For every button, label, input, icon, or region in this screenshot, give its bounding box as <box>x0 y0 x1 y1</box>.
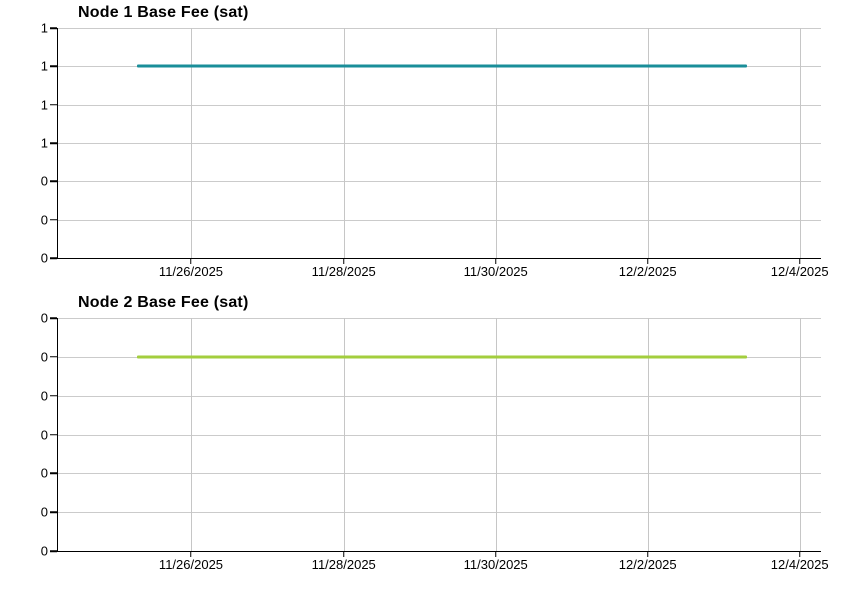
h-gridline <box>58 395 821 397</box>
chart-title: Node 2 Base Fee (sat) <box>78 294 249 311</box>
x-tick-mark <box>342 258 345 264</box>
x-tick-mark <box>646 551 649 557</box>
v-gridline <box>799 28 801 258</box>
x-axis-label: 11/26/2025 <box>158 264 224 279</box>
h-gridline <box>58 28 821 29</box>
h-gridline <box>58 104 821 106</box>
y-tick-mark <box>49 317 57 319</box>
y-tick-mark <box>49 394 57 397</box>
x-axis-label: 11/28/2025 <box>311 557 376 572</box>
y-axis-label: 0 <box>40 212 48 228</box>
h-gridline <box>58 318 821 319</box>
y-axis-label: 1 <box>40 58 48 74</box>
y-axis-label: 0 <box>40 173 48 189</box>
h-gridline <box>58 434 821 436</box>
v-gridline <box>799 318 801 551</box>
x-tick-mark <box>494 551 497 557</box>
v-gridline <box>190 318 192 551</box>
x-axis-label: 12/2/2025 <box>618 557 677 572</box>
y-tick-mark <box>49 511 57 513</box>
v-gridline <box>647 318 649 551</box>
x-tick-mark <box>342 551 345 557</box>
x-axis-label: 11/26/2025 <box>158 557 224 572</box>
x-tick-mark <box>494 258 497 264</box>
chart-title: Node 1 Base Fee (sat) <box>78 4 249 21</box>
node2-base-fee-chart: Node 2 Base Fee (sat) 0 <box>0 290 860 600</box>
y-axis-label: 1 <box>40 135 48 151</box>
node1-base-fee-line <box>136 64 747 68</box>
y-tick-mark <box>49 218 57 221</box>
y-axis-label: 0 <box>40 250 48 266</box>
plot-area: 0 0 0 0 0 0 0 11/26/2025 11/28/2025 11/3… <box>41 312 829 572</box>
y-tick-mark <box>49 472 57 475</box>
y-tick-mark <box>49 142 57 144</box>
v-gridline <box>343 28 345 258</box>
x-axis-label: 11/28/2025 <box>311 264 376 279</box>
v-gridline <box>190 28 192 258</box>
h-gridline <box>58 181 821 183</box>
y-axis-label: 0 <box>40 349 48 365</box>
y-axis-label: 1 <box>40 97 48 113</box>
h-gridline <box>58 143 821 144</box>
node2-base-fee-line <box>136 355 747 359</box>
x-tick-mark <box>190 258 192 264</box>
h-gridline <box>58 473 821 475</box>
node1-base-fee-chart: Node 1 Base Fee (sat) 1 <box>0 0 860 290</box>
x-axis-label: 11/30/2025 <box>463 264 528 279</box>
y-axis-label: 0 <box>40 310 48 326</box>
x-axis-label: 12/2/2025 <box>618 264 677 279</box>
h-gridline <box>58 219 821 221</box>
y-axis-label: 0 <box>40 465 48 481</box>
y-tick-mark <box>49 433 57 436</box>
x-tick-mark <box>646 258 649 264</box>
v-gridline <box>495 28 497 258</box>
plot-area: 1 1 1 1 0 0 0 11/26/2025 11/28/2025 11/3… <box>41 22 829 279</box>
y-tick-mark <box>49 65 57 68</box>
h-gridline <box>58 512 821 514</box>
x-axis-label: 12/4/2025 <box>770 264 829 279</box>
y-tick-mark <box>49 550 57 552</box>
v-gridline <box>343 318 345 551</box>
y-tick-mark <box>49 27 57 29</box>
y-tick-mark <box>49 103 57 106</box>
y-axis-label: 0 <box>40 543 48 559</box>
y-tick-mark <box>49 356 57 358</box>
y-axis-label: 0 <box>40 427 48 442</box>
y-tick-mark <box>49 257 57 259</box>
v-gridline <box>495 318 497 551</box>
v-gridline <box>647 28 649 258</box>
x-tick-mark <box>798 551 801 557</box>
x-axis-label: 12/4/2025 <box>770 557 829 572</box>
y-tick-mark <box>49 180 57 183</box>
x-tick-mark <box>798 258 801 264</box>
x-axis-label: 11/30/2025 <box>463 557 528 572</box>
y-axis-label: 1 <box>40 20 48 36</box>
y-axis-label: 0 <box>40 388 48 404</box>
y-axis-label: 0 <box>40 504 48 520</box>
x-tick-mark <box>190 551 192 557</box>
